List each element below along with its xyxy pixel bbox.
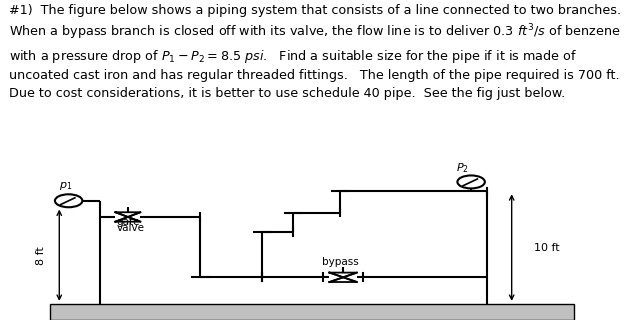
Text: 10 ft: 10 ft	[534, 243, 559, 252]
Text: 8 ft: 8 ft	[36, 246, 46, 265]
Text: $P_2$: $P_2$	[456, 161, 469, 174]
Bar	[50, 304, 574, 320]
Text: gate: gate	[117, 217, 140, 227]
Text: $p_1$: $p_1$	[59, 180, 72, 192]
Text: #1)  The figure below shows a piping system that consists of a line connected to: #1) The figure below shows a piping syst…	[9, 4, 622, 100]
Text: valve: valve	[117, 223, 145, 233]
Text: bypass: bypass	[322, 257, 358, 267]
